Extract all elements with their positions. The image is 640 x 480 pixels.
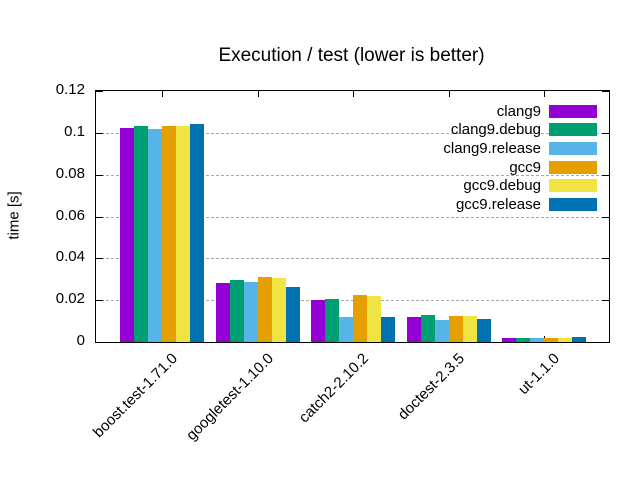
gridline-0.06 bbox=[96, 216, 609, 218]
legend-row-gcc9: gcc9 bbox=[443, 158, 597, 177]
y-tick-right-0.12 bbox=[602, 91, 609, 92]
legend-row-clang9.debug: clang9.debug bbox=[443, 121, 597, 140]
plot-area bbox=[95, 90, 610, 343]
bar-gcc9.debug-doctest-2.3.5 bbox=[462, 316, 477, 342]
legend-label-gcc9.release: gcc9.release bbox=[455, 195, 541, 213]
y-tick-label-0.08: 0.08 bbox=[55, 164, 85, 182]
y-tick-label-0.12: 0.12 bbox=[55, 81, 85, 98]
legend-swatch-clang9 bbox=[549, 104, 597, 118]
y-tick-left-0 bbox=[96, 342, 103, 343]
bar-clang9.release-googletest-1.10.0 bbox=[243, 282, 258, 342]
y-tick-label-0.04: 0.04 bbox=[55, 248, 85, 266]
bar-clang9-googletest-1.10.0 bbox=[215, 283, 230, 342]
bar-clang9.release-boost.test-1.71.0 bbox=[148, 128, 162, 342]
y-tick-right-0.1 bbox=[602, 132, 609, 134]
gridline-0.1 bbox=[96, 132, 609, 134]
x-tick-top-3 bbox=[448, 91, 450, 97]
bar-clang9.release-ut-1.1.0 bbox=[530, 337, 544, 342]
bar-clang9-boost.test-1.71.0 bbox=[120, 127, 134, 342]
x-tick-label-4: ut-1.1.0 bbox=[515, 350, 564, 398]
y-axis-label: time [s] bbox=[5, 191, 23, 240]
bar-gcc9.debug-googletest-1.10.0 bbox=[271, 278, 286, 342]
y-tick-left-0.02 bbox=[96, 300, 103, 302]
y-tick-right-0 bbox=[602, 342, 609, 343]
legend-swatch-clang9.debug bbox=[549, 123, 597, 137]
y-tick-label-0: 0 bbox=[76, 332, 85, 349]
legend-row-gcc9.release: gcc9.release bbox=[443, 195, 597, 214]
bar-clang9.debug-doctest-2.3.5 bbox=[420, 314, 435, 342]
bar-gcc9-ut-1.1.0 bbox=[544, 337, 558, 342]
y-tick-right-0.08 bbox=[602, 174, 609, 176]
bar-clang9.debug-googletest-1.10.0 bbox=[229, 280, 244, 342]
bar-gcc9-googletest-1.10.0 bbox=[257, 277, 272, 342]
bar-clang9.debug-boost.test-1.71.0 bbox=[134, 125, 148, 342]
y-tick-right-0.02 bbox=[602, 300, 609, 302]
y-tick-left-0.06 bbox=[96, 216, 103, 218]
bar-gcc9.release-boost.test-1.71.0 bbox=[190, 124, 204, 342]
bar-clang9-catch2-2.10.2 bbox=[311, 300, 325, 342]
gridline-0.04 bbox=[96, 258, 609, 260]
legend: clang9 clang9.debug clang9.release gcc9 gcc9… bbox=[443, 102, 597, 214]
bar-clang9.release-doctest-2.3.5 bbox=[434, 320, 449, 342]
bar-gcc9.release-ut-1.1.0 bbox=[572, 336, 586, 342]
gridline-0.02 bbox=[96, 300, 609, 302]
y-tick-left-0.1 bbox=[96, 132, 103, 134]
gridline-0.08 bbox=[96, 174, 609, 176]
bar-gcc9.debug-ut-1.1.0 bbox=[558, 337, 572, 342]
bar-clang9.debug-catch2-2.10.2 bbox=[325, 299, 339, 342]
legend-label-clang9.debug: clang9.debug bbox=[450, 121, 541, 139]
legend-swatch-gcc9 bbox=[549, 160, 597, 174]
legend-row-clang9.release: clang9.release bbox=[443, 139, 597, 158]
y-tick-left-0.04 bbox=[96, 258, 103, 260]
legend-swatch-gcc9.release bbox=[549, 197, 597, 211]
chart-title: Execution / test (lower is better) bbox=[218, 45, 485, 66]
y-tick-label-0.02: 0.02 bbox=[55, 290, 85, 308]
legend-label-clang9.release: clang9.release bbox=[443, 139, 541, 157]
bar-gcc9.release-googletest-1.10.0 bbox=[285, 286, 300, 342]
y-tick-right-0.04 bbox=[602, 258, 609, 260]
legend-row-clang9: clang9 bbox=[443, 102, 597, 121]
y-tick-left-0.12 bbox=[96, 91, 103, 92]
x-tick-top-4 bbox=[544, 91, 545, 97]
bar-clang9.debug-ut-1.1.0 bbox=[516, 337, 530, 342]
y-tick-label-0.1: 0.1 bbox=[64, 122, 85, 140]
legend-label-clang9: clang9 bbox=[496, 102, 541, 120]
legend-swatch-clang9.release bbox=[549, 141, 597, 155]
y-tick-right-0.06 bbox=[602, 216, 609, 218]
y-tick-label-0.06: 0.06 bbox=[55, 206, 85, 224]
x-tick-top-2 bbox=[353, 91, 354, 97]
legend-label-gcc9: gcc9 bbox=[509, 158, 541, 176]
x-tick-top-1 bbox=[257, 91, 259, 97]
bar-clang9-doctest-2.3.5 bbox=[406, 316, 421, 342]
bar-clang9-ut-1.1.0 bbox=[502, 337, 516, 342]
bar-gcc9-doctest-2.3.5 bbox=[448, 316, 463, 342]
legend-swatch-gcc9.debug bbox=[549, 179, 597, 193]
bar-gcc9-boost.test-1.71.0 bbox=[162, 125, 176, 342]
bar-gcc9.release-catch2-2.10.2 bbox=[381, 316, 395, 342]
legend-row-gcc9.debug: gcc9.debug bbox=[443, 176, 597, 195]
legend-label-gcc9.debug: gcc9.debug bbox=[463, 177, 541, 195]
bar-gcc9.debug-catch2-2.10.2 bbox=[367, 295, 381, 342]
bar-gcc9.debug-boost.test-1.71.0 bbox=[176, 125, 190, 342]
x-tick-top-0 bbox=[162, 91, 163, 97]
bar-clang9.release-catch2-2.10.2 bbox=[339, 316, 353, 342]
bar-gcc9-catch2-2.10.2 bbox=[353, 294, 367, 342]
bar-gcc9.release-doctest-2.3.5 bbox=[476, 319, 491, 342]
y-tick-left-0.08 bbox=[96, 174, 103, 176]
